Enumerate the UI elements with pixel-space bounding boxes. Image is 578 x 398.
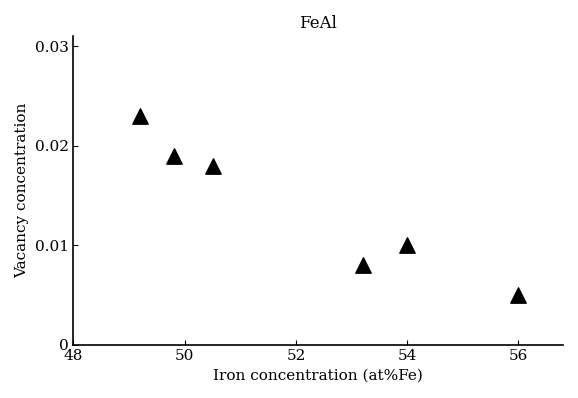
X-axis label: Iron concentration (at%Fe): Iron concentration (at%Fe) — [213, 369, 423, 383]
Point — [136, 113, 145, 119]
Point — [514, 292, 523, 298]
Y-axis label: Vacancy concentration: Vacancy concentration — [15, 103, 29, 278]
Point — [403, 242, 412, 248]
Point — [169, 152, 178, 159]
Point — [208, 162, 217, 169]
Title: FeAl: FeAl — [299, 15, 337, 32]
Point — [358, 262, 368, 268]
